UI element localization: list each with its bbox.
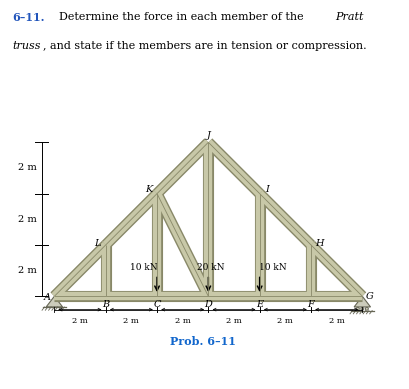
Text: 10 kN: 10 kN — [259, 263, 286, 272]
Text: D: D — [204, 300, 212, 309]
Text: 2 m: 2 m — [175, 317, 191, 325]
Text: 20 kN: 20 kN — [197, 263, 225, 272]
Text: C: C — [153, 300, 161, 309]
Text: 2 m: 2 m — [18, 266, 37, 275]
Text: 2 m: 2 m — [277, 317, 293, 325]
Text: 10 kN: 10 kN — [130, 263, 158, 272]
Text: G: G — [366, 292, 374, 301]
Text: H: H — [315, 239, 324, 248]
Text: 2 m: 2 m — [72, 317, 88, 325]
Text: E: E — [256, 300, 263, 309]
Text: K: K — [145, 184, 153, 193]
Text: 2 m: 2 m — [18, 215, 37, 224]
Text: Determine the force in each member of the: Determine the force in each member of th… — [59, 12, 308, 22]
Text: 2 m: 2 m — [226, 317, 242, 325]
Polygon shape — [354, 296, 371, 307]
Text: J: J — [207, 131, 210, 140]
Text: 2 m: 2 m — [18, 163, 37, 172]
Circle shape — [365, 307, 369, 310]
Text: I: I — [265, 184, 269, 193]
Text: F: F — [308, 300, 315, 309]
Text: Prob. 6–11: Prob. 6–11 — [170, 336, 236, 347]
Text: truss: truss — [12, 41, 41, 51]
Text: L: L — [94, 239, 101, 248]
Circle shape — [356, 307, 359, 310]
Text: Pratt: Pratt — [335, 12, 364, 22]
Circle shape — [361, 307, 364, 310]
Text: 2 m: 2 m — [329, 317, 344, 325]
Text: A: A — [44, 293, 51, 302]
Text: , and state if the members are in tension or compression.: , and state if the members are in tensio… — [43, 41, 366, 51]
Text: 2 m: 2 m — [124, 317, 139, 325]
Polygon shape — [46, 296, 63, 307]
Text: B: B — [102, 300, 109, 309]
Text: 6–11.: 6–11. — [12, 12, 45, 23]
